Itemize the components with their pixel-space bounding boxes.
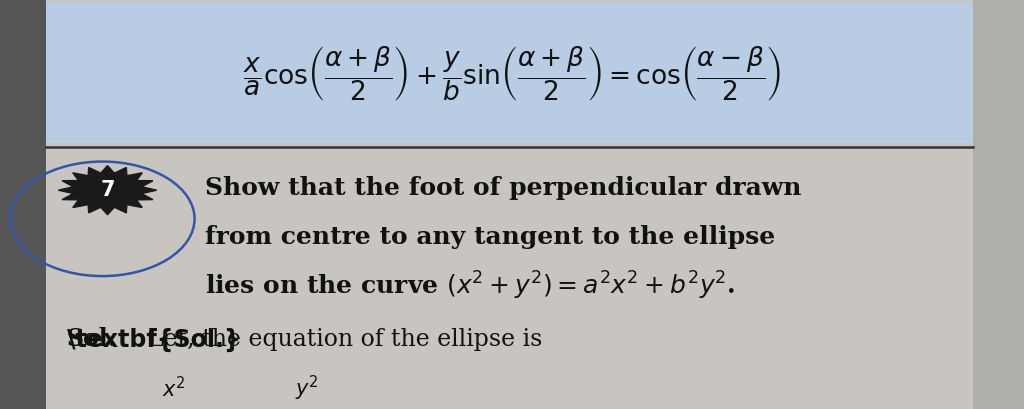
Text: \textbf{Sol.}: \textbf{Sol.} <box>67 328 241 351</box>
Text: Let, the equation of the ellipse is: Let, the equation of the ellipse is <box>148 328 543 351</box>
FancyBboxPatch shape <box>0 0 46 409</box>
Text: 7: 7 <box>100 180 115 200</box>
Text: Sol.: Sol. <box>67 328 117 351</box>
Text: lies on the curve $(x^2+y^2)=a^2x^2+b^2y^2$.: lies on the curve $(x^2+y^2)=a^2x^2+b^2y… <box>205 270 735 302</box>
Text: $\dfrac{x}{a}\cos\!\left(\dfrac{\alpha+\beta}{2}\right)+\dfrac{y}{b}\sin\!\left(: $\dfrac{x}{a}\cos\!\left(\dfrac{\alpha+\… <box>243 44 781 103</box>
FancyBboxPatch shape <box>973 0 1024 409</box>
Text: Show that the foot of perpendicular drawn: Show that the foot of perpendicular draw… <box>205 176 802 200</box>
Text: $y^2$: $y^2$ <box>295 374 319 403</box>
Text: from centre to any tangent to the ellipse: from centre to any tangent to the ellips… <box>205 225 775 249</box>
Text: $x^2$: $x^2$ <box>162 376 186 401</box>
FancyBboxPatch shape <box>46 2 973 143</box>
Polygon shape <box>58 166 157 215</box>
